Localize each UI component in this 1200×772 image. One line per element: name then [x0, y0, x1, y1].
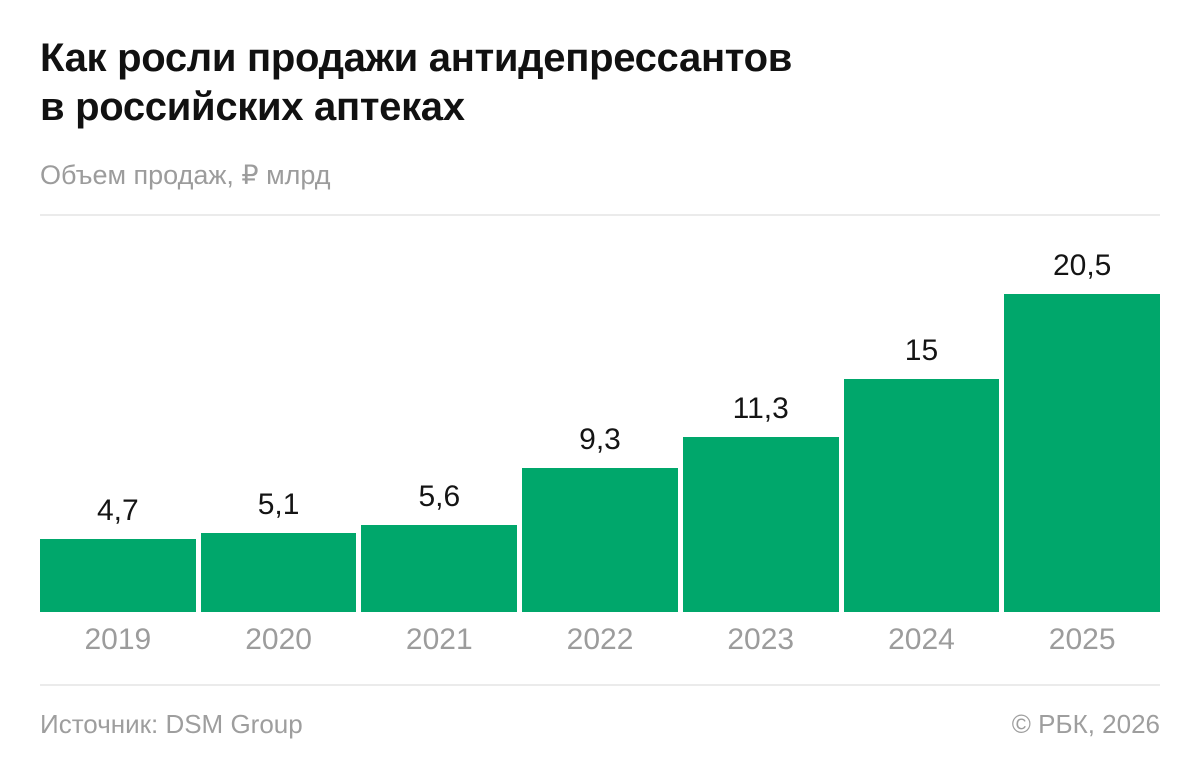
- bar-chart: 4,7 2019 5,1 2020 5,6 2021 9,3 2022 11,3 2023 15 20…: [0, 216, 1200, 656]
- x-axis-label: 2021: [405, 623, 473, 656]
- chart-column: 9,3 2022: [522, 216, 678, 656]
- chart-subtitle: Объем продаж, ₽ млрд: [40, 160, 331, 190]
- x-axis-label: 2019: [84, 623, 152, 656]
- chart-column: 4,7 2019: [40, 216, 196, 656]
- footer-divider: [40, 684, 1160, 686]
- page-title: Как росли продажи антидепрессантов в рос…: [40, 34, 1160, 132]
- chart-column: 5,1 2020: [200, 216, 357, 656]
- x-axis-label: 2024: [888, 623, 955, 656]
- bar: [843, 379, 1000, 612]
- chart-column: 20,5 2025: [1004, 216, 1161, 656]
- bar: [522, 468, 678, 612]
- bar: [361, 525, 518, 612]
- source-label: Источник: DSM Group: [40, 709, 303, 739]
- bar-value-label: 20,5: [1052, 249, 1112, 282]
- x-axis-label: 2023: [727, 623, 795, 656]
- bar-value-label: 15: [904, 334, 939, 367]
- bar: [682, 437, 839, 612]
- bar-value-label: 11,3: [732, 392, 789, 425]
- footer: Источник: DSM Group © РБК, 2026: [0, 686, 1200, 740]
- bar: [40, 539, 196, 612]
- bar: [1004, 294, 1161, 612]
- bar-value-label: 9,3: [579, 423, 621, 456]
- bar-value-label: 5,1: [257, 488, 300, 521]
- page-title-line-2: в российских аптеках: [40, 85, 465, 129]
- bar: [200, 533, 357, 612]
- header: Как росли продажи антидепрессантов в рос…: [0, 34, 1200, 192]
- bar-value-label: 4,7: [97, 494, 139, 527]
- copyright-label: © РБК, 2026: [1011, 709, 1160, 739]
- chart-column: 15 2024: [843, 216, 1000, 656]
- page-title-line-1: Как росли продажи антидепрессантов: [40, 36, 792, 80]
- top-divider: [40, 214, 1160, 216]
- chart-column: 5,6 2021: [361, 216, 518, 656]
- infographic-page: Как росли продажи антидепрессантов в рос…: [0, 34, 1200, 772]
- x-axis-label: 2022: [566, 623, 634, 656]
- chart-column: 11,3 2023: [682, 216, 839, 656]
- bar-value-label: 5,6: [418, 480, 461, 513]
- x-axis-label: 2020: [245, 623, 312, 656]
- x-axis-label: 2025: [1048, 623, 1116, 656]
